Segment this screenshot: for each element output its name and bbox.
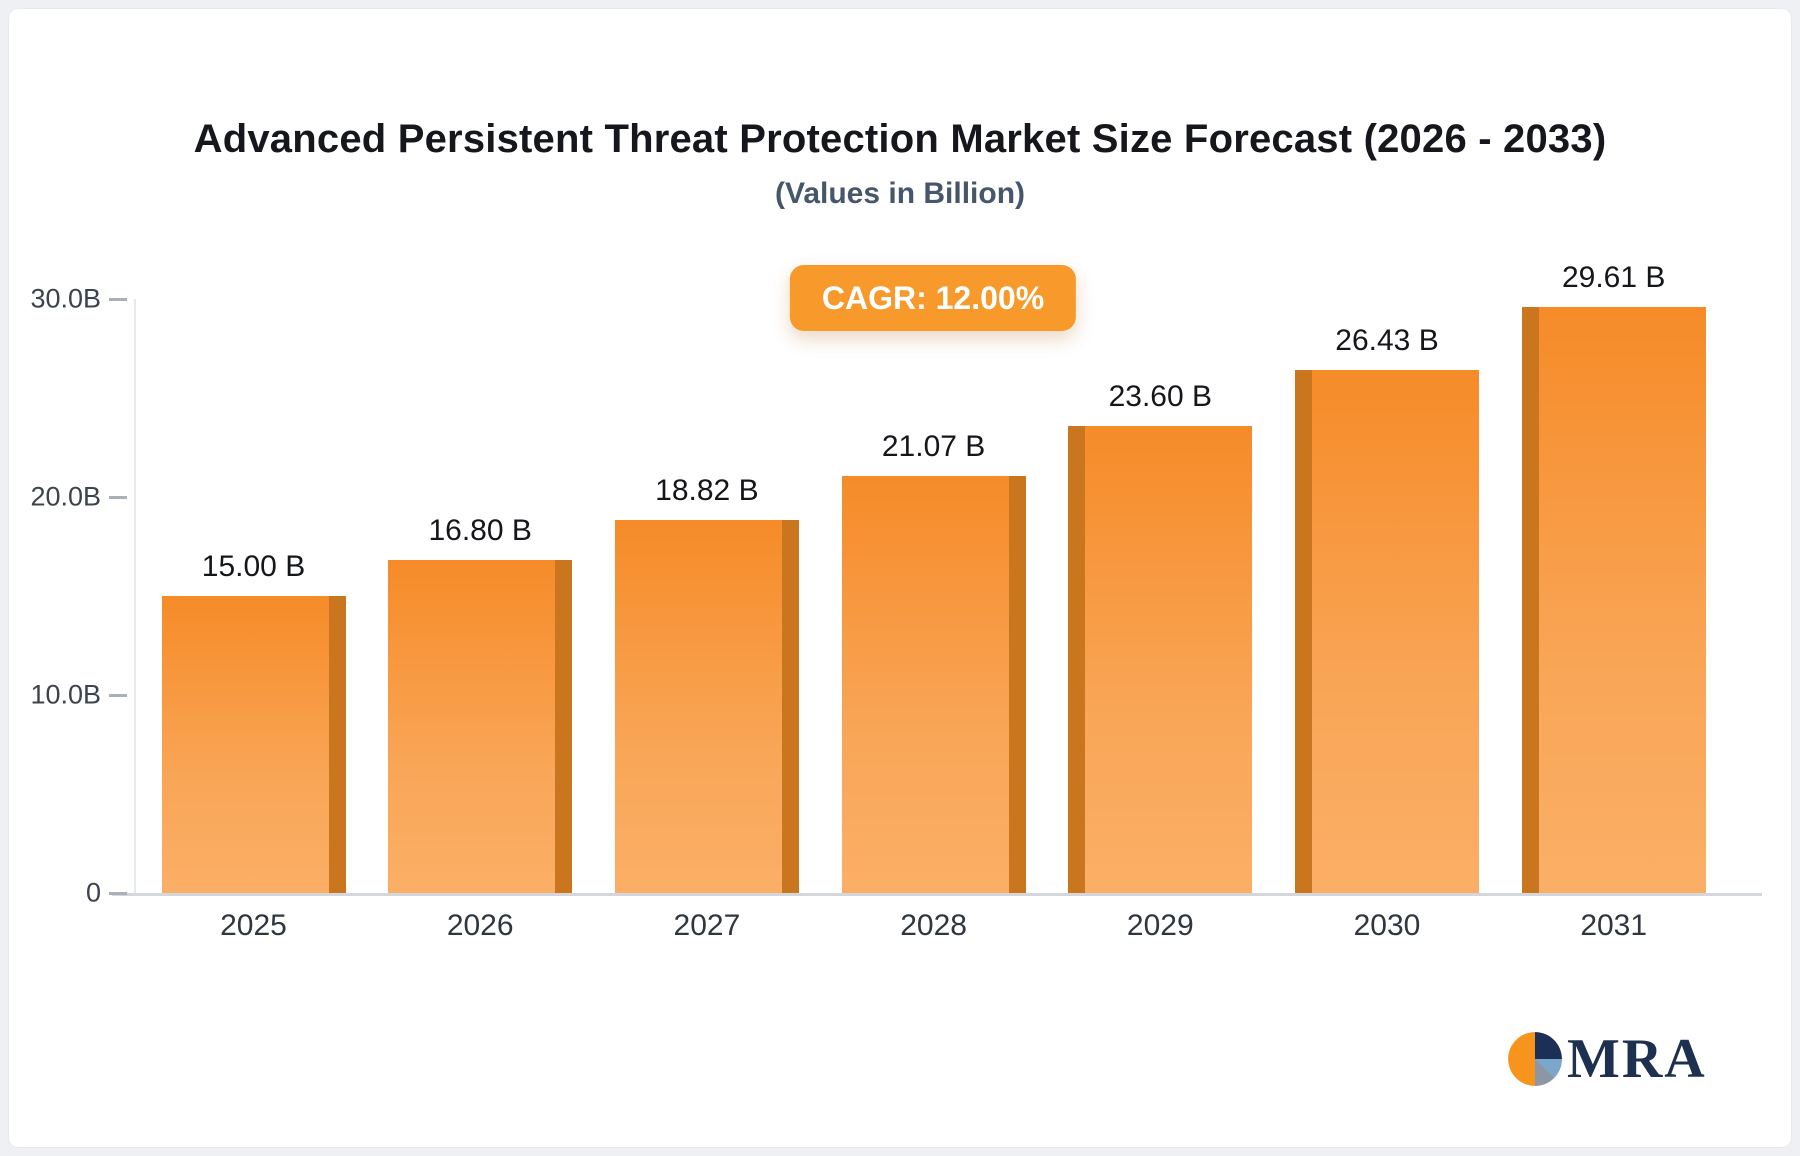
bar-2029 — [1068, 425, 1253, 893]
x-axis-label: 2029 — [1126, 909, 1194, 942]
bar-value-label: 18.82 B — [655, 474, 759, 508]
chart-subtitle: (Values in Billion) — [774, 177, 1026, 210]
y-axis-tick-label: 10.0B — [30, 679, 101, 710]
bar-value-label: 21.07 B — [881, 429, 986, 463]
y-axis-tick-mark — [109, 495, 127, 499]
y-axis-tick-mark — [109, 693, 127, 697]
chart-title: Advanced Persistent Threat Protection Ma… — [193, 117, 1607, 161]
bar-value-label: 26.43 B — [1335, 323, 1439, 357]
x-axis-line — [112, 893, 1762, 896]
bar-2031 — [1521, 306, 1706, 893]
logo-text: MRA — [1567, 1028, 1707, 1090]
bar-3d-side — [328, 596, 346, 893]
chart-card: Advanced Persistent Threat Protection Ma… — [8, 8, 1792, 1148]
x-axis-label: 2026 — [446, 909, 514, 942]
bar-3d-side — [1008, 475, 1026, 893]
x-axis-label: 2031 — [1580, 909, 1648, 942]
bar-2026 — [388, 560, 573, 893]
bar-3d-side — [1068, 425, 1086, 893]
bar-value-label: 29.61 B — [1561, 260, 1666, 294]
bar-value-label: 15.00 B — [201, 550, 306, 583]
x-axis-label: 2027 — [673, 909, 741, 942]
x-axis-label: 2028 — [900, 909, 967, 942]
bar-value-label: 16.80 B — [428, 514, 532, 548]
bar-2028 — [841, 475, 1026, 893]
bar-3d-side — [781, 520, 799, 893]
y-axis-line — [134, 299, 136, 893]
y-axis-tick-mark — [109, 297, 127, 301]
y-axis-tick-label: 0 — [85, 877, 101, 908]
y-axis-tick-label: 20.0B — [30, 481, 101, 512]
bar-2027 — [614, 520, 799, 893]
bar-3d-side — [1295, 369, 1312, 893]
x-axis-label: 2025 — [220, 909, 287, 942]
plot-area: 0 10.0B 20.0B 30.0B 15.00 B 2025 16.80 B 2026 18… — [9, 9, 1791, 1147]
bar-3d-side — [1521, 306, 1539, 893]
bar-2025 — [161, 596, 346, 893]
logo-pie-icon — [1508, 1032, 1562, 1086]
y-axis-tick-mark — [109, 891, 127, 895]
bar-3d-side — [555, 560, 573, 893]
brand-logo: MRA — [1507, 1031, 1707, 1087]
y-axis-tick-label: 30.0B — [30, 283, 101, 314]
bar-value-label: 23.60 B — [1108, 379, 1212, 413]
x-axis-label: 2030 — [1353, 909, 1421, 942]
bar-2030 — [1295, 369, 1479, 893]
cagr-badge: CAGR: 12.00% — [789, 265, 1077, 331]
